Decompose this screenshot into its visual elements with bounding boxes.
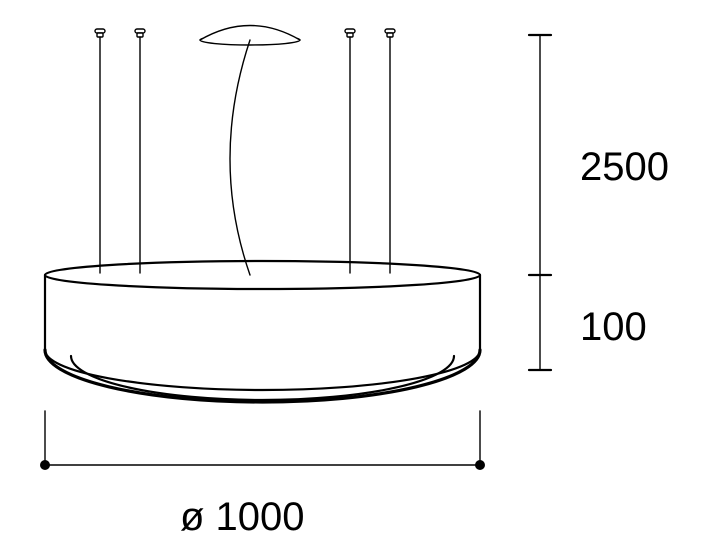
pendant-lamp	[45, 261, 480, 402]
body-height-value: 100	[580, 305, 647, 349]
dimension-heights: 2500 100	[529, 35, 669, 370]
dimension-diameter: ø 1000	[40, 411, 485, 539]
suspension-cables	[95, 29, 395, 273]
cable-height-value: 2500	[580, 145, 669, 189]
diameter-value: ø 1000	[180, 495, 305, 539]
